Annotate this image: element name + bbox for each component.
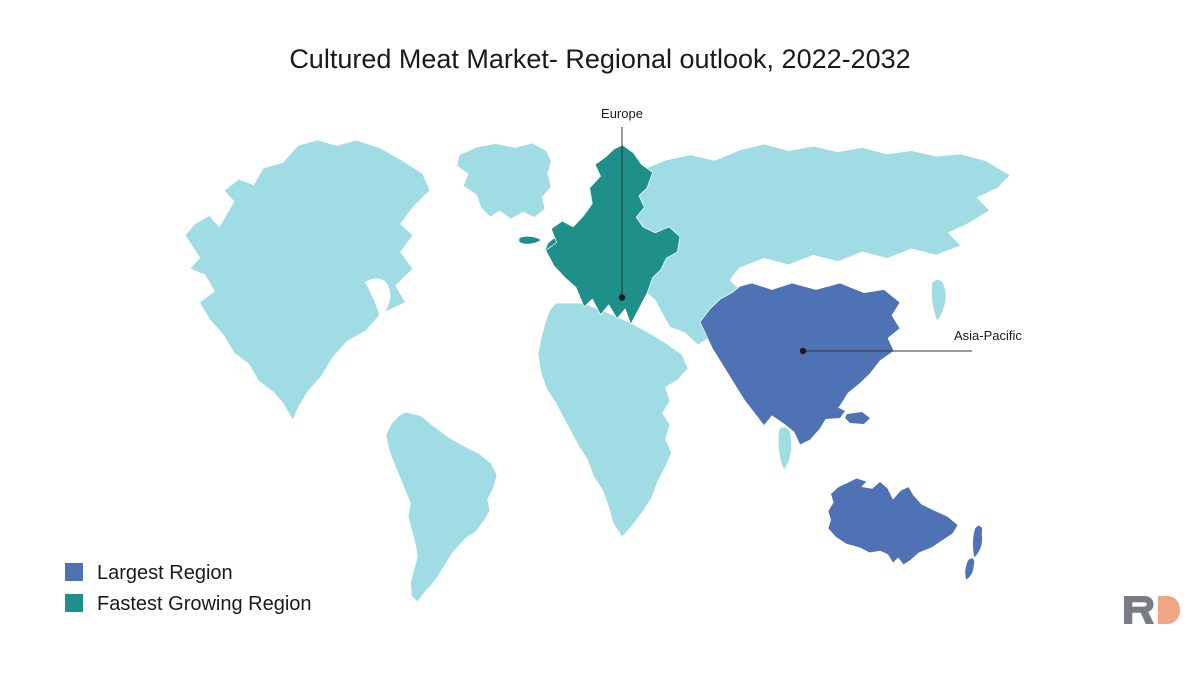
svg-text:Asia-Pacific: Asia-Pacific <box>954 328 1022 343</box>
svg-text:Europe: Europe <box>601 106 643 121</box>
